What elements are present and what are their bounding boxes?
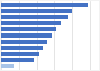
Bar xyxy=(1,9,72,13)
Bar xyxy=(1,40,47,44)
Bar xyxy=(1,58,34,62)
Bar xyxy=(1,33,52,38)
Bar xyxy=(1,3,88,7)
Bar xyxy=(1,64,14,68)
Bar xyxy=(1,27,56,31)
Bar xyxy=(1,21,61,25)
Bar xyxy=(1,46,43,50)
Bar xyxy=(1,52,38,56)
Bar xyxy=(1,15,68,19)
